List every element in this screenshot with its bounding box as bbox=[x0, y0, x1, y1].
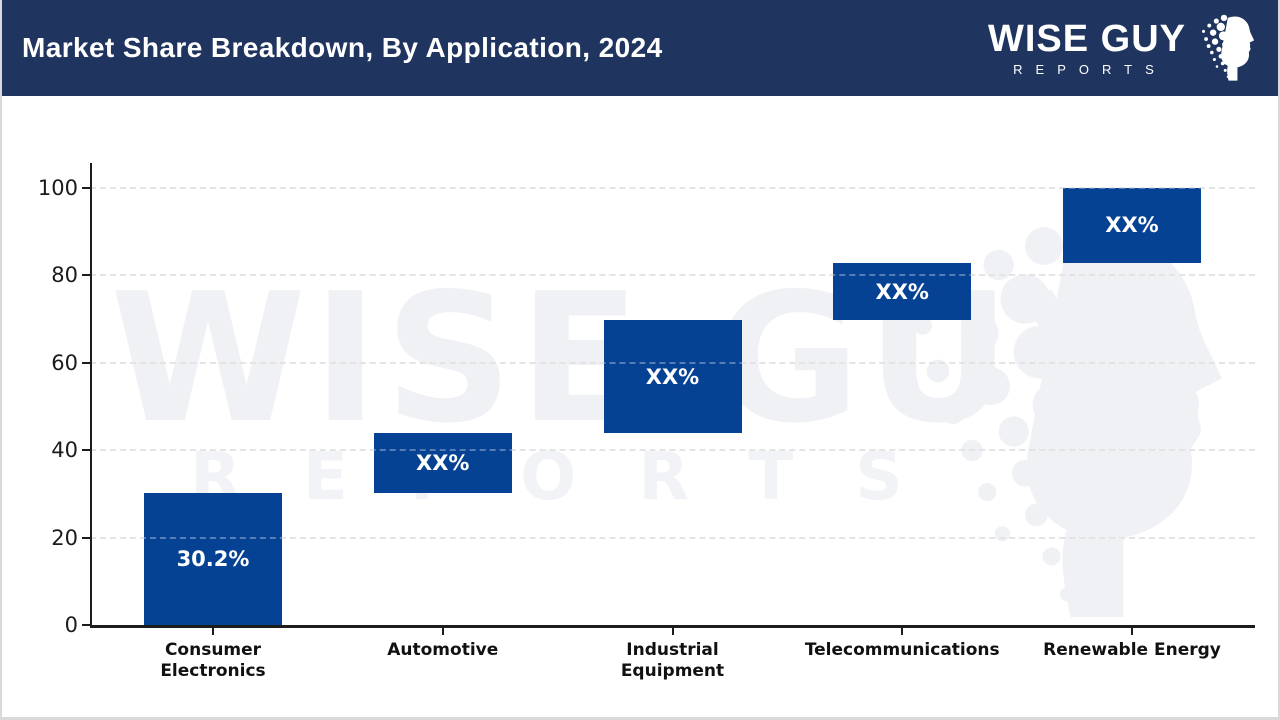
gridline-overlay bbox=[90, 186, 1255, 189]
gridline bbox=[90, 536, 1255, 539]
gridline-overlay bbox=[90, 361, 1255, 364]
x-tick-label-renewable-energy: Renewable Energy bbox=[1043, 640, 1221, 660]
x-tick-label-automotive: Automotive bbox=[387, 640, 499, 660]
y-axis-tick bbox=[82, 274, 90, 276]
logo-face-icon bbox=[1192, 11, 1256, 85]
gridline bbox=[90, 449, 1255, 451]
gridline bbox=[90, 274, 1255, 276]
bar-value-label: XX% bbox=[645, 364, 700, 389]
y-axis-tick bbox=[82, 186, 90, 189]
logo-wordmark: WISE GUY bbox=[987, 18, 1186, 60]
x-tick-label-consumer-electronics: Consumer Electronics bbox=[160, 640, 266, 681]
gridline-overlay bbox=[90, 536, 1255, 539]
gridline-overlay bbox=[90, 449, 1255, 451]
bar-telecommunications: XX% bbox=[833, 263, 972, 321]
bar-value-label: XX% bbox=[875, 279, 929, 304]
bar-automotive: XX% bbox=[373, 432, 512, 493]
bar-value-label: 30.2% bbox=[176, 546, 250, 571]
bar-industrial-equipment: XX% bbox=[603, 320, 742, 433]
y-axis-tick-label: 80 bbox=[51, 263, 78, 287]
y-axis-tick bbox=[82, 449, 90, 451]
y-axis-tick-label: 100 bbox=[37, 175, 78, 200]
x-tick-label-telecommunications: Telecommunications bbox=[804, 640, 1000, 660]
bar-value-label: XX% bbox=[416, 450, 470, 475]
x-axis-tick bbox=[441, 628, 444, 635]
bar-value-label: XX% bbox=[1105, 213, 1159, 238]
bar-renewable-energy: XX% bbox=[1063, 187, 1201, 264]
bar-consumer-electronics: 30.2% bbox=[144, 492, 282, 625]
y-axis-line bbox=[90, 163, 92, 627]
y-axis-tick-label: 60 bbox=[51, 350, 78, 375]
y-axis-tick-label: 40 bbox=[51, 438, 78, 462]
x-axis-tick bbox=[1131, 628, 1133, 635]
gridline bbox=[90, 186, 1255, 189]
y-axis-tick bbox=[82, 624, 90, 626]
y-axis-tick bbox=[82, 536, 90, 539]
y-axis-tick-label: 0 bbox=[64, 613, 78, 637]
y-axis-tick-label: 20 bbox=[51, 525, 78, 550]
header: Market Share Breakdown, By Application, … bbox=[2, 0, 1278, 96]
x-axis-tick bbox=[901, 628, 904, 635]
page-title: Market Share Breakdown, By Application, … bbox=[22, 32, 663, 63]
logo-text: WISE GUY REPORTS bbox=[988, 20, 1186, 76]
gridline-overlay bbox=[90, 274, 1255, 276]
logo-subtext: REPORTS bbox=[1013, 62, 1167, 77]
y-axis-tick bbox=[82, 361, 90, 364]
x-axis-tick bbox=[671, 628, 674, 635]
x-tick-label-industrial-equipment: Industrial Equipment bbox=[620, 640, 725, 681]
wise-guy-logo: WISE GUY REPORTS bbox=[988, 11, 1256, 85]
x-axis-line bbox=[90, 625, 1255, 628]
x-axis-tick bbox=[212, 628, 214, 635]
